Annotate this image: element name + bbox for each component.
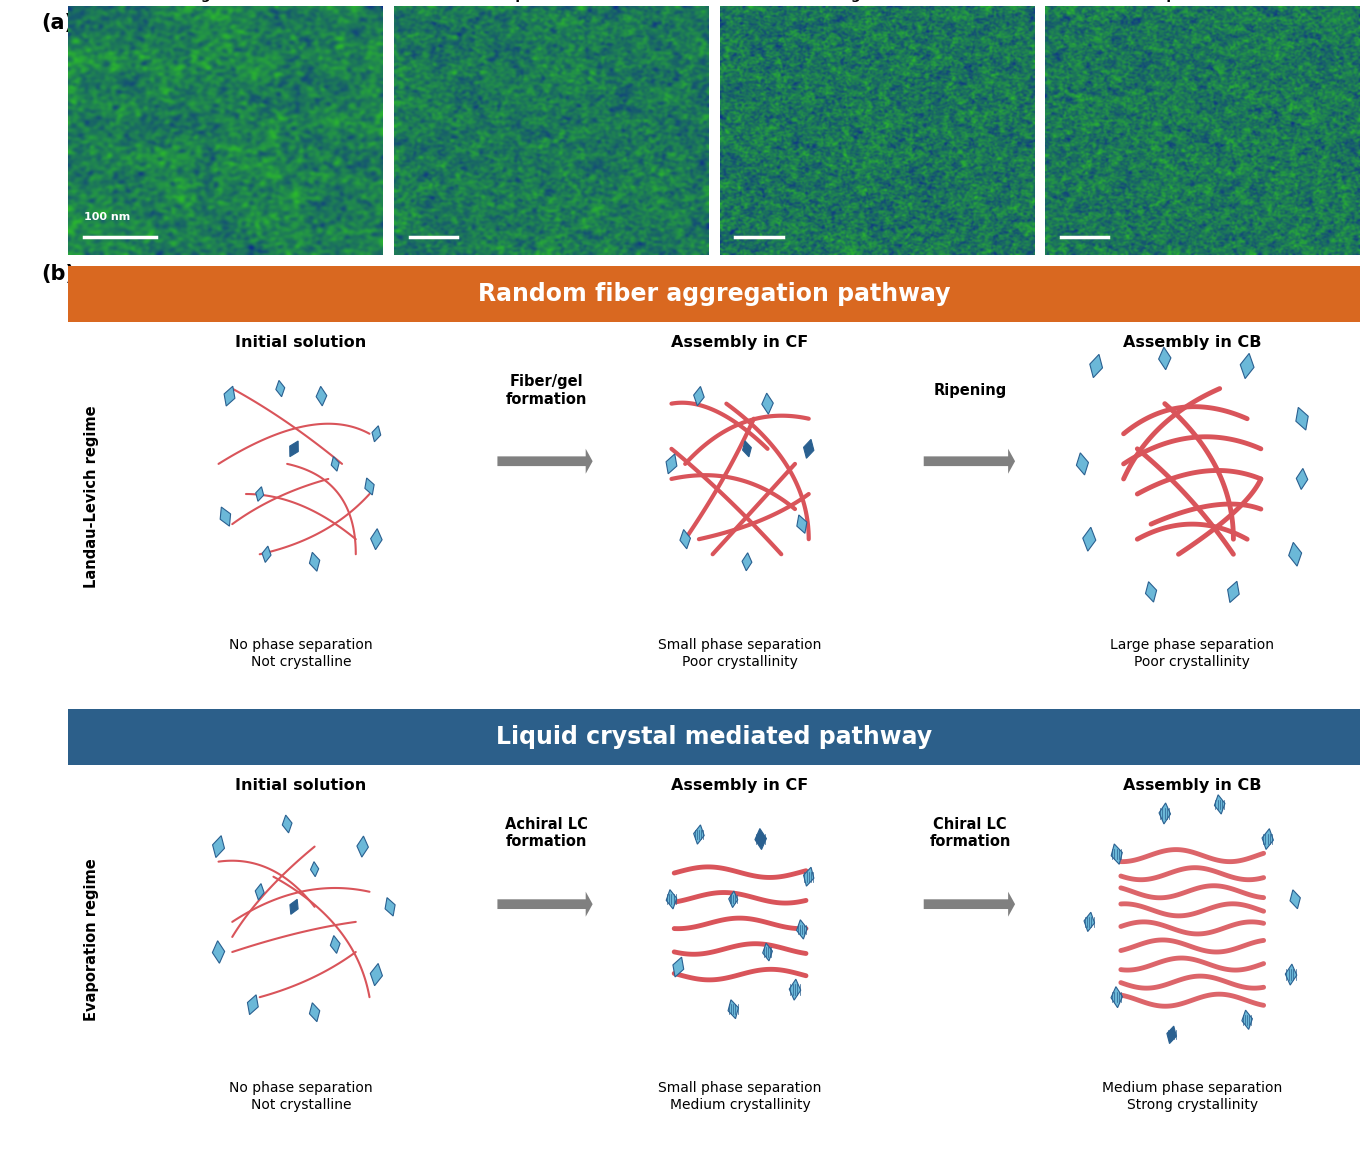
Polygon shape bbox=[212, 940, 224, 963]
Polygon shape bbox=[1146, 581, 1156, 602]
Polygon shape bbox=[276, 381, 284, 397]
Text: Evaporation regime: Evaporation regime bbox=[85, 858, 98, 1021]
Text: Liquid crystal mediated pathway: Liquid crystal mediated pathway bbox=[496, 725, 932, 749]
Polygon shape bbox=[1084, 913, 1095, 931]
Polygon shape bbox=[1167, 1026, 1177, 1043]
Polygon shape bbox=[761, 394, 774, 415]
Polygon shape bbox=[1111, 987, 1122, 1007]
Text: Fiber/gel
formation: Fiber/gel formation bbox=[506, 374, 586, 406]
Polygon shape bbox=[763, 943, 772, 961]
Text: (a): (a) bbox=[41, 13, 74, 34]
Bar bbox=[68, 266, 1360, 322]
Polygon shape bbox=[1262, 829, 1274, 850]
Text: Random fiber aggregation pathway: Random fiber aggregation pathway bbox=[478, 283, 950, 306]
Polygon shape bbox=[247, 995, 258, 1014]
Polygon shape bbox=[693, 387, 704, 405]
Polygon shape bbox=[1240, 353, 1254, 379]
Polygon shape bbox=[282, 815, 293, 833]
Polygon shape bbox=[666, 454, 677, 474]
Text: Large phase separation
Poor crystallinity: Large phase separation Poor crystallinit… bbox=[1110, 638, 1274, 668]
Polygon shape bbox=[1111, 844, 1122, 864]
Polygon shape bbox=[804, 867, 813, 886]
Polygon shape bbox=[365, 478, 375, 494]
Text: No phase separation
Not crystalline: No phase separation Not crystalline bbox=[230, 638, 373, 668]
Polygon shape bbox=[256, 884, 264, 900]
Polygon shape bbox=[1159, 347, 1172, 369]
Text: Medium phase separation
Strong crystallinity: Medium phase separation Strong crystalli… bbox=[1102, 1082, 1282, 1112]
Polygon shape bbox=[1241, 1010, 1252, 1029]
Polygon shape bbox=[693, 824, 704, 844]
Polygon shape bbox=[1214, 794, 1225, 814]
Text: Assembly in CB: Assembly in CB bbox=[1122, 778, 1262, 793]
Text: Initial solution: Initial solution bbox=[235, 778, 366, 793]
Polygon shape bbox=[370, 963, 383, 985]
Polygon shape bbox=[316, 387, 327, 405]
Polygon shape bbox=[212, 836, 224, 857]
Polygon shape bbox=[1076, 453, 1088, 475]
Polygon shape bbox=[309, 552, 320, 571]
Polygon shape bbox=[729, 891, 738, 908]
Polygon shape bbox=[256, 486, 264, 501]
Polygon shape bbox=[742, 441, 752, 456]
Polygon shape bbox=[1289, 542, 1301, 566]
Polygon shape bbox=[666, 889, 677, 909]
Text: D18:Y6 CB (LL regime): D18:Y6 CB (LL regime) bbox=[75, 0, 243, 2]
Polygon shape bbox=[1290, 889, 1300, 909]
Polygon shape bbox=[372, 426, 381, 441]
Bar bbox=[68, 709, 1360, 764]
Text: D18:Y6 CB (evap): D18:Y6 CB (evap) bbox=[401, 0, 532, 2]
Polygon shape bbox=[797, 919, 807, 939]
Text: Assembly in CF: Assembly in CF bbox=[671, 778, 809, 793]
Polygon shape bbox=[309, 1003, 320, 1021]
Text: (b): (b) bbox=[41, 264, 75, 284]
Polygon shape bbox=[370, 529, 383, 550]
Polygon shape bbox=[310, 862, 319, 877]
Text: D18:Y6 CF (LL regime): D18:Y6 CF (LL regime) bbox=[726, 0, 894, 2]
Polygon shape bbox=[755, 829, 767, 850]
Polygon shape bbox=[797, 515, 807, 534]
Polygon shape bbox=[331, 936, 340, 953]
Polygon shape bbox=[1285, 965, 1297, 985]
Text: Small phase separation
Medium crystallinity: Small phase separation Medium crystallin… bbox=[659, 1082, 822, 1112]
Text: Achiral LC
formation: Achiral LC formation bbox=[504, 818, 588, 850]
Polygon shape bbox=[290, 900, 298, 915]
Polygon shape bbox=[673, 958, 684, 977]
Polygon shape bbox=[331, 456, 339, 471]
Text: Chiral LC
formation: Chiral LC formation bbox=[930, 818, 1010, 850]
Polygon shape bbox=[1296, 408, 1308, 430]
Polygon shape bbox=[742, 552, 752, 571]
Polygon shape bbox=[385, 897, 395, 916]
Text: Ripening: Ripening bbox=[934, 383, 1006, 398]
Polygon shape bbox=[1089, 354, 1103, 378]
Text: Assembly in CB: Assembly in CB bbox=[1122, 335, 1262, 350]
Polygon shape bbox=[224, 387, 235, 406]
Polygon shape bbox=[1083, 527, 1096, 551]
Text: Small phase separation
Poor crystallinity: Small phase separation Poor crystallinit… bbox=[659, 638, 822, 668]
Polygon shape bbox=[679, 529, 690, 549]
Text: 100 nm: 100 nm bbox=[85, 212, 130, 222]
Polygon shape bbox=[1296, 469, 1308, 490]
Polygon shape bbox=[1228, 581, 1240, 602]
Polygon shape bbox=[1159, 802, 1170, 824]
Polygon shape bbox=[290, 441, 298, 456]
Polygon shape bbox=[789, 980, 801, 1001]
Polygon shape bbox=[729, 999, 738, 1019]
Polygon shape bbox=[262, 547, 271, 563]
Text: No phase separation
Not crystalline: No phase separation Not crystalline bbox=[230, 1082, 373, 1112]
Text: D18:Y6 CF (evap): D18:Y6 CF (evap) bbox=[1051, 0, 1181, 2]
Text: Initial solution: Initial solution bbox=[235, 335, 366, 350]
Polygon shape bbox=[357, 836, 368, 857]
Text: Assembly in CF: Assembly in CF bbox=[671, 335, 809, 350]
Text: Landau-Levich regime: Landau-Levich regime bbox=[85, 405, 98, 588]
Polygon shape bbox=[804, 439, 813, 459]
Polygon shape bbox=[220, 507, 231, 526]
